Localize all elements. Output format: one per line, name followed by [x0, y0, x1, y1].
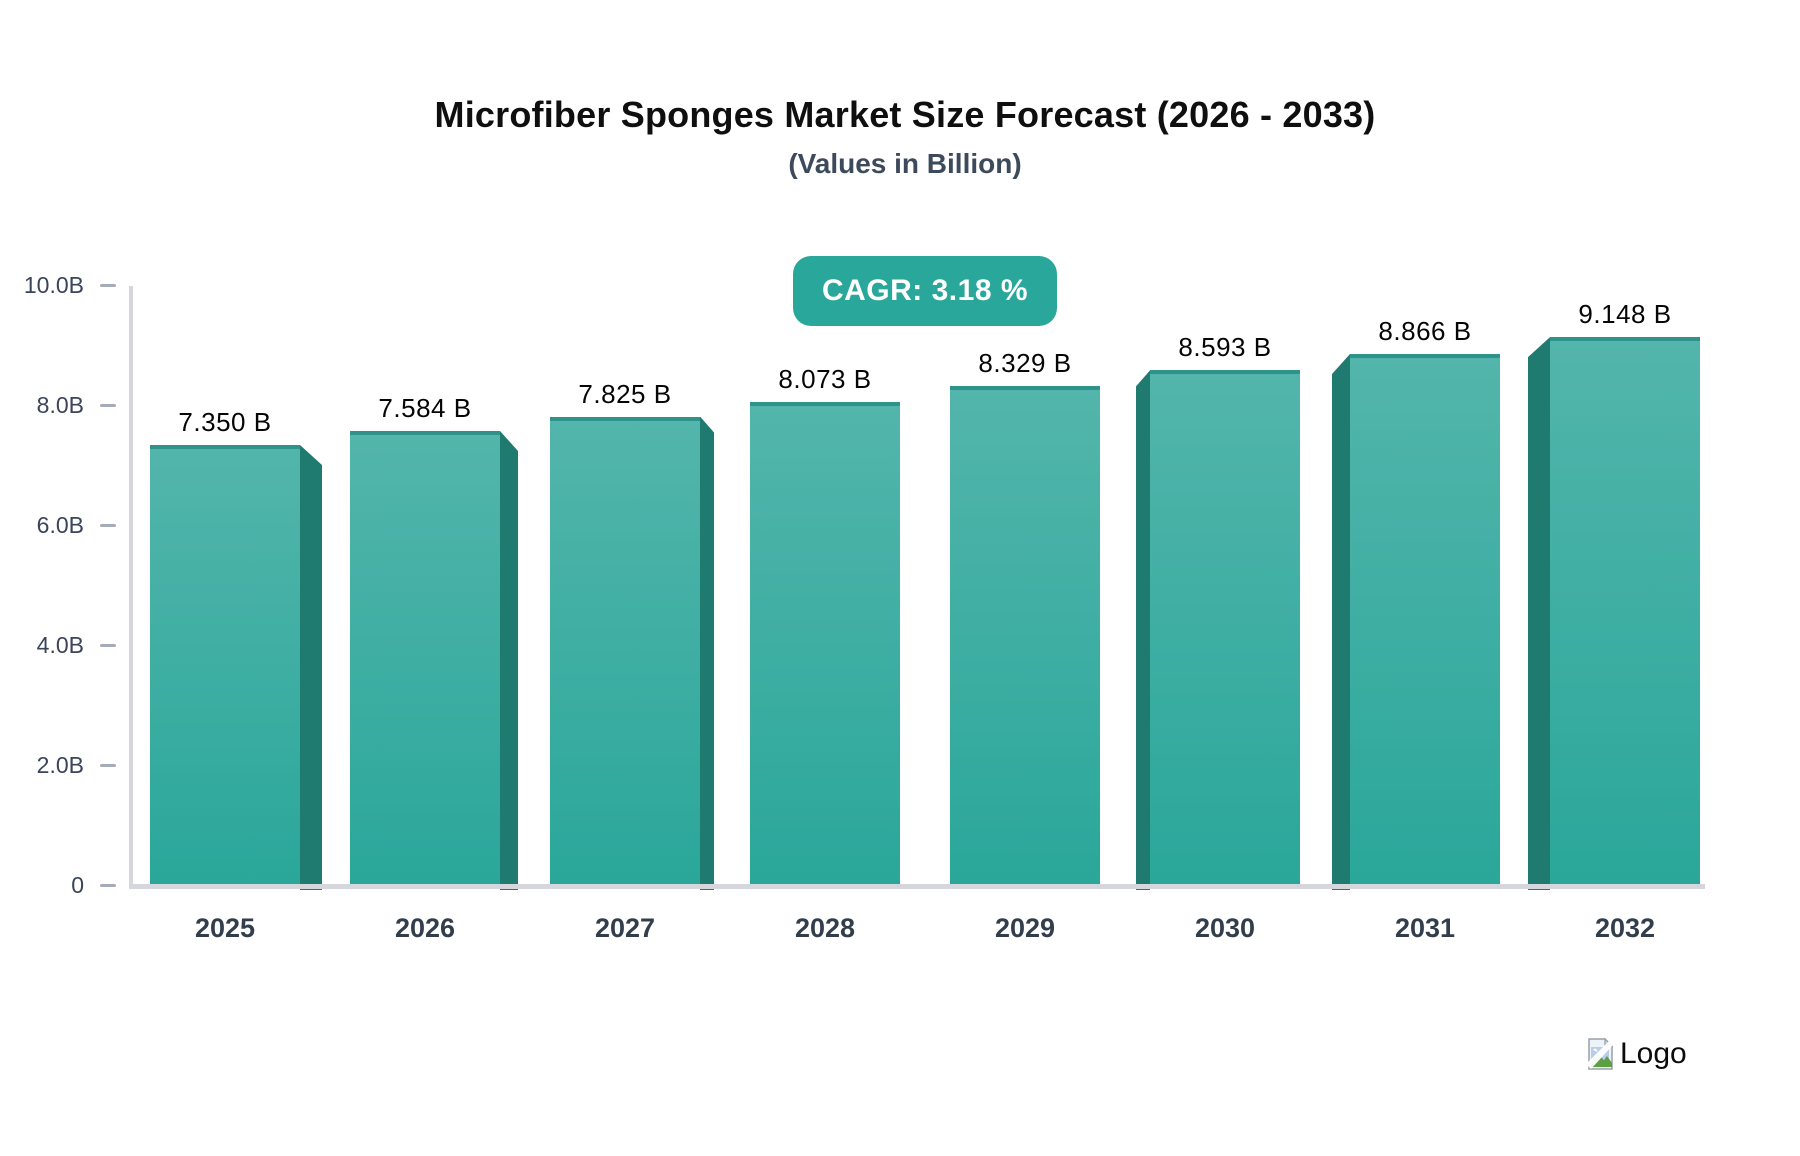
y-tick: [100, 524, 116, 527]
y-tick: [100, 884, 116, 887]
y-tick: [100, 284, 116, 287]
bar-value-label: 7.584 B: [378, 392, 472, 423]
y-tick-label: 0: [71, 872, 84, 898]
y-tick-label: 8.0B: [36, 392, 84, 418]
broken-image-icon: [1586, 1037, 1614, 1070]
bar-2026: [350, 430, 500, 886]
x-axis-label-2030: 2030: [1194, 913, 1256, 943]
bar-value-label: 8.866 B: [1378, 316, 1472, 347]
chart-title: Microfiber Sponges Market Size Forecast …: [434, 94, 1376, 135]
y-tick-label: 4.0B: [36, 632, 84, 658]
bar-2025: [150, 445, 300, 886]
bar-side-2030: [1136, 370, 1150, 890]
bar-value-label: 7.825 B: [578, 378, 672, 409]
y-tick: [100, 644, 116, 647]
y-tick-label: 10.0B: [23, 272, 84, 298]
bar-2028: [750, 401, 900, 886]
cagr-badge: CAGR: 3.18 %: [793, 256, 1057, 326]
bar-side-2025: [300, 445, 322, 890]
bar-2029: [950, 386, 1100, 886]
bar-2030: [1150, 370, 1300, 886]
chart-header: Microfiber Sponges Market Size Forecast …: [10, 94, 1800, 180]
y-tick-label: 6.0B: [36, 512, 84, 538]
x-axis-label-2029: 2029: [994, 913, 1056, 943]
x-axis-label-2028: 2028: [794, 913, 856, 943]
chart-subtitle: (Values in Billion): [788, 148, 1022, 179]
bar-value-label: 8.593 B: [1178, 332, 1272, 363]
x-axis-label-2031: 2031: [1394, 913, 1456, 943]
bar-side-2032: [1528, 337, 1550, 890]
y-axis-line: [129, 286, 133, 884]
bar-value-label: 8.329 B: [978, 348, 1072, 379]
x-axis-label-2026: 2026: [394, 913, 456, 943]
bar-side-2031: [1332, 354, 1350, 890]
logo-alt-text: Logo: [1620, 1037, 1687, 1070]
bar-2031: [1350, 354, 1500, 886]
bar-value-label: 7.350 B: [178, 407, 272, 437]
bar-2027: [550, 416, 700, 886]
x-axis-label-2025: 2025: [194, 913, 256, 943]
x-axis-label-2032: 2032: [1594, 913, 1656, 943]
x-axis-label-2027: 2027: [594, 913, 656, 943]
logo: Logo: [1582, 1036, 1687, 1072]
bar-value-label: 8.073 B: [778, 363, 872, 394]
cagr-badge-label: CAGR: 3.18 %: [821, 274, 1029, 307]
y-tick: [100, 404, 116, 407]
bar-side-2027: [700, 416, 714, 890]
y-tick: [100, 764, 116, 767]
bar-2032: [1550, 337, 1700, 886]
bar-side-2026: [500, 430, 518, 890]
y-tick-label: 2.0B: [36, 752, 84, 778]
x-axis-line: [129, 884, 1705, 889]
bar-value-label: 9.148 B: [1578, 299, 1672, 330]
